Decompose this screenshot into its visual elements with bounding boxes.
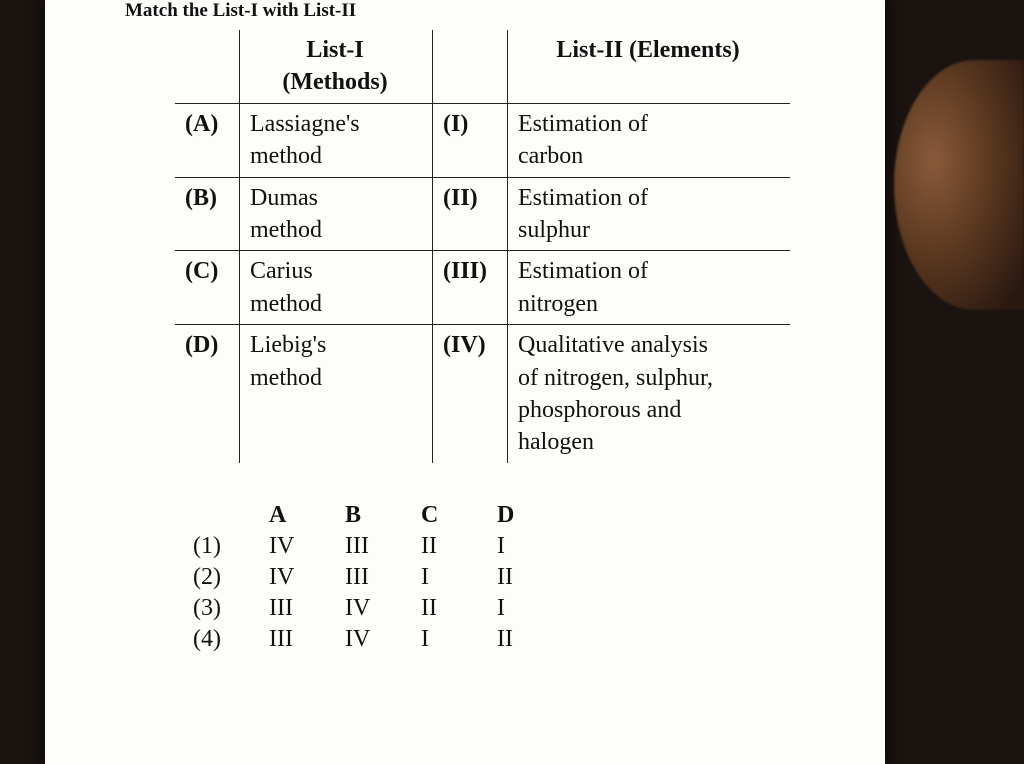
option-cell: III — [345, 531, 421, 562]
row-left-label: (B) — [185, 185, 217, 211]
option-cell: III — [345, 562, 421, 593]
row-right-text: Estimation of — [518, 111, 648, 137]
option-cell: II — [421, 593, 497, 624]
options-col-c: C — [421, 500, 497, 531]
row-left-text: Carius — [250, 258, 313, 284]
row-left-text: method — [250, 217, 322, 243]
options-col-a: A — [269, 500, 345, 531]
option-row: (4) III IV I II — [193, 624, 573, 655]
row-right-text: carbon — [518, 143, 583, 169]
options-col-d: D — [497, 500, 573, 531]
option-cell: III — [269, 593, 345, 624]
document-page: Match the List-I with List-II List-I (Me… — [45, 0, 885, 764]
row-left-label: (A) — [185, 111, 218, 137]
table-row: (A) Lassiagne's method (I) Estimation of… — [175, 103, 790, 177]
option-cell: I — [497, 593, 573, 624]
row-right-text: nitrogen — [518, 291, 598, 317]
row-left-label: (D) — [185, 332, 218, 358]
option-cell: I — [497, 531, 573, 562]
options-col-b: B — [345, 500, 421, 531]
row-right-text: halogen — [518, 429, 594, 455]
row-right-text: Estimation of — [518, 258, 648, 284]
row-left-text: Dumas — [250, 185, 318, 211]
row-right-label: (I) — [443, 111, 468, 137]
option-cell: IV — [345, 593, 421, 624]
row-left-text: method — [250, 365, 322, 391]
option-cell: II — [421, 531, 497, 562]
list2-title: List-II (Elements) — [556, 37, 739, 63]
row-right-text: Estimation of — [518, 185, 648, 211]
row-right-text: Qualitative analysis — [518, 332, 708, 358]
option-label: (2) — [193, 562, 269, 593]
option-cell: IV — [269, 562, 345, 593]
list1-title-line1: List-I — [306, 37, 363, 63]
row-right-text: sulphur — [518, 217, 590, 243]
option-cell: II — [497, 624, 573, 655]
option-cell: IV — [345, 624, 421, 655]
row-left-text: method — [250, 291, 322, 317]
option-label: (3) — [193, 593, 269, 624]
option-cell: I — [421, 562, 497, 593]
table-row: (C) Carius method (III) Estimation of ni… — [175, 251, 790, 325]
option-cell: III — [269, 624, 345, 655]
row-right-label: (IV) — [443, 332, 486, 358]
list1-title-line2: (Methods) — [282, 69, 387, 95]
option-row: (2) IV III I II — [193, 562, 573, 593]
table-header-row: List-I (Methods) List-II (Elements) — [175, 30, 790, 103]
option-cell: II — [497, 562, 573, 593]
row-right-text: of nitrogen, sulphur, — [518, 365, 713, 391]
options-header: A B C D — [193, 500, 573, 531]
option-label: (4) — [193, 624, 269, 655]
row-right-label: (II) — [443, 185, 478, 211]
answer-options: A B C D (1) IV III II I (2) IV III I II … — [193, 500, 573, 655]
option-row: (1) IV III II I — [193, 531, 573, 562]
option-cell: IV — [269, 531, 345, 562]
option-label: (1) — [193, 531, 269, 562]
row-left-label: (C) — [185, 258, 218, 284]
match-table: List-I (Methods) List-II (Elements) (A) … — [175, 30, 790, 463]
table-row: (D) Liebig's method (IV) Qualitative ana… — [175, 325, 790, 463]
row-left-text: Liebig's — [250, 332, 326, 358]
option-row: (3) III IV II I — [193, 593, 573, 624]
row-right-text: phosphorous and — [518, 397, 681, 423]
row-left-text: Lassiagne's — [250, 111, 360, 137]
option-cell: I — [421, 624, 497, 655]
row-left-text: method — [250, 143, 322, 169]
table-row: (B) Dumas method (II) Estimation of sulp… — [175, 177, 790, 251]
header-fragment: Match the List-I with List-II — [125, 0, 356, 22]
row-right-label: (III) — [443, 258, 487, 284]
